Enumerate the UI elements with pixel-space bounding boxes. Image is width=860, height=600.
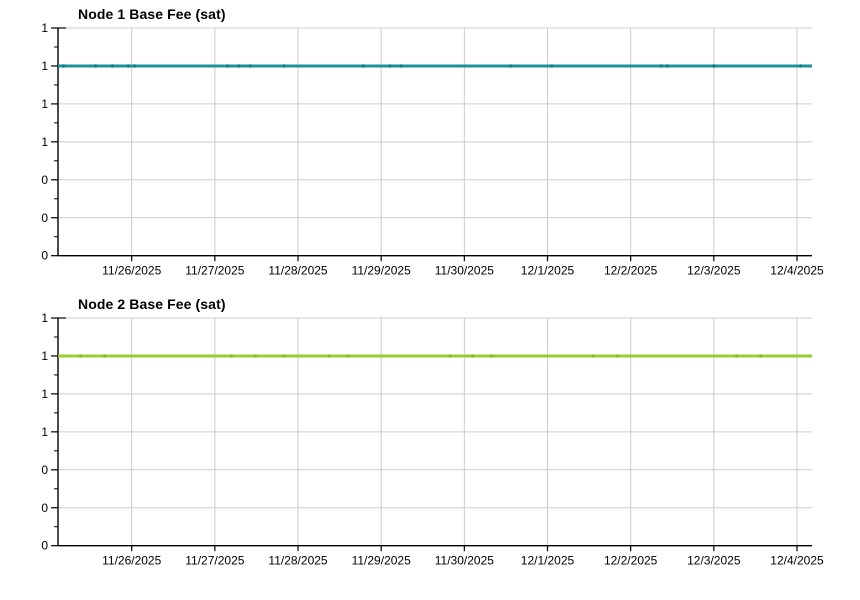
svg-text:1: 1 (41, 97, 48, 111)
svg-text:11/27/2025: 11/27/2025 (185, 554, 244, 568)
svg-text:0: 0 (41, 249, 48, 263)
svg-text:0: 0 (41, 211, 48, 225)
svg-text:11/30/2025: 11/30/2025 (435, 554, 494, 568)
svg-text:1: 1 (41, 21, 48, 35)
svg-text:1: 1 (41, 135, 48, 149)
svg-text:1: 1 (41, 387, 48, 401)
svg-text:11/26/2025: 11/26/2025 (102, 554, 161, 568)
svg-text:11/28/2025: 11/28/2025 (268, 264, 327, 278)
node1-base-fee-plot: 1 1 1 1 0 0 0 11/26/2025 11/27/2025 11/28/2025 11/… (41, 21, 824, 278)
svg-text:11/28/2025: 11/28/2025 (268, 554, 327, 568)
svg-text:0: 0 (41, 539, 48, 553)
svg-text:12/1/2025: 12/1/2025 (521, 264, 575, 278)
svg-text:12/3/2025: 12/3/2025 (687, 554, 741, 568)
svg-text:12/3/2025: 12/3/2025 (687, 264, 741, 278)
svg-text:0: 0 (41, 501, 48, 515)
chart-title-node2: Node 2 Base Fee (sat) (78, 296, 226, 312)
svg-text:11/27/2025: 11/27/2025 (185, 264, 244, 278)
node2-base-fee-plot: 1 1 1 1 0 0 0 11/26/2025 11/27/2025 11/28/2025 11/… (41, 311, 824, 568)
svg-text:11/29/2025: 11/29/2025 (352, 554, 411, 568)
svg-text:1: 1 (41, 59, 48, 73)
svg-text:12/1/2025: 12/1/2025 (521, 554, 575, 568)
svg-text:12/2/2025: 12/2/2025 (604, 264, 658, 278)
chart-title-node1: Node 1 Base Fee (sat) (78, 6, 226, 22)
svg-text:1: 1 (41, 349, 48, 363)
svg-text:12/2/2025: 12/2/2025 (604, 554, 658, 568)
node1-base-fee-chart: Node 1 Base Fee (sat) 1 1 1 1 0 0 0 11/26/2025 1… (0, 0, 860, 290)
svg-text:1: 1 (41, 425, 48, 439)
svg-text:11/26/2025: 11/26/2025 (102, 264, 161, 278)
svg-text:12/4/2025: 12/4/2025 (770, 264, 824, 278)
svg-text:12/4/2025: 12/4/2025 (770, 554, 824, 568)
svg-text:0: 0 (41, 463, 48, 477)
svg-text:1: 1 (41, 311, 48, 325)
svg-text:11/29/2025: 11/29/2025 (352, 264, 411, 278)
svg-text:11/30/2025: 11/30/2025 (435, 264, 494, 278)
node2-base-fee-chart: Node 2 Base Fee (sat) 1 1 1 1 0 0 0 11/26/2025 1… (0, 290, 860, 600)
svg-text:0: 0 (41, 173, 48, 187)
